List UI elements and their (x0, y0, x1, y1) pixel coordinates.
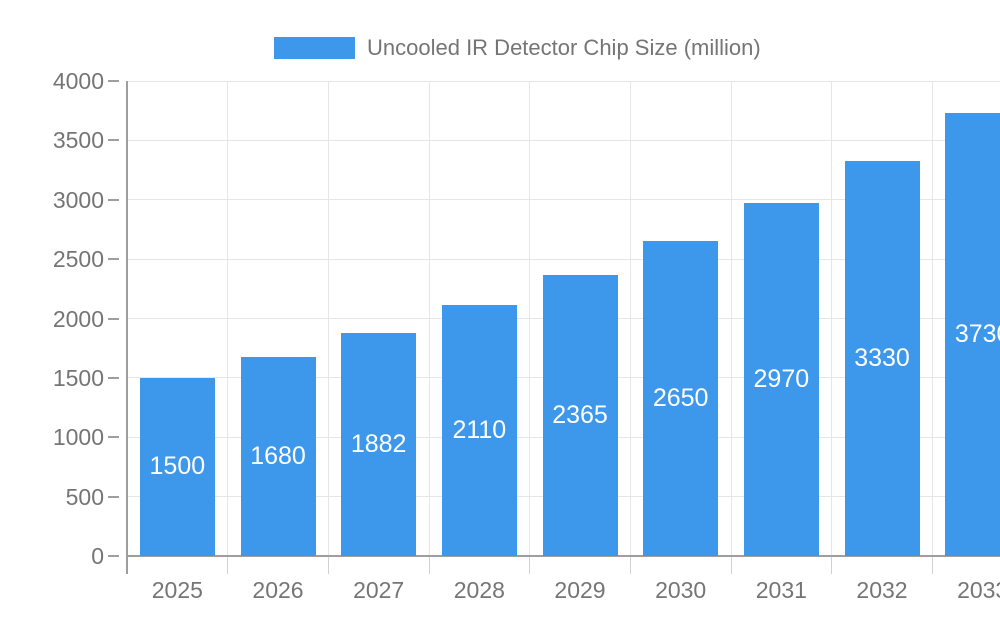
bar-value-label: 3330 (854, 343, 910, 372)
y-axis-label: 2000 (52, 305, 104, 332)
vertical-gridline (529, 81, 531, 556)
y-axis-tick-mark (108, 436, 119, 439)
bar-value-label: 1882 (350, 429, 407, 458)
vertical-gridline (629, 81, 631, 556)
x-axis-label: 2025 (151, 577, 203, 603)
bar-2031[interactable]: 2970 (743, 203, 819, 556)
x-axis-tick-mark (428, 556, 430, 574)
x-axis-label: 2032 (856, 577, 908, 603)
bar-2033[interactable]: 3730 (945, 113, 1000, 556)
horizontal-gridline (127, 80, 1000, 82)
bar-2029[interactable]: 2365 (542, 275, 618, 556)
bar-2026[interactable]: 1680 (240, 356, 316, 556)
x-axis-tick-mark (327, 556, 329, 574)
y-axis-label: 2500 (52, 246, 104, 273)
vertical-gridline (931, 81, 933, 556)
y-axis-label: 3000 (52, 186, 104, 213)
y-axis-tick-mark (108, 376, 119, 379)
y-axis-label: 1000 (52, 424, 104, 451)
vertical-gridline (831, 81, 833, 556)
x-axis-tick-mark (931, 556, 933, 574)
vertical-gridline (730, 81, 732, 556)
legend-item[interactable]: Uncooled IR Detector Chip Size (million) (274, 35, 761, 61)
y-axis-tick-mark (108, 258, 119, 261)
horizontal-gridline (127, 199, 1000, 201)
x-axis-tick-mark (529, 556, 531, 574)
legend-swatch (274, 37, 355, 59)
x-axis-label: 2033 (957, 577, 1000, 603)
y-axis-tick-mark (108, 495, 119, 498)
x-axis-line (126, 555, 1000, 557)
y-axis-tick-mark (108, 198, 119, 201)
y-axis-label: 4000 (52, 68, 104, 94)
bar-value-label: 2650 (652, 384, 709, 413)
bar-chart: Uncooled IR Detector Chip Size (million)… (40, 16, 1000, 616)
x-axis-label: 2029 (554, 577, 606, 603)
x-axis-tick-mark (227, 556, 229, 574)
x-axis-label: 2027 (353, 577, 405, 603)
vertical-gridline (428, 81, 430, 556)
bar-value-label: 2110 (452, 416, 507, 445)
bar-2025[interactable]: 1500 (139, 377, 215, 556)
x-axis-label: 2028 (453, 577, 505, 603)
bar-value-label: 2970 (753, 365, 810, 394)
bar-2032[interactable]: 3330 (844, 160, 920, 556)
horizontal-gridline (127, 139, 1000, 141)
bar-2027[interactable]: 1882 (341, 332, 417, 556)
bar-value-label: 1500 (149, 452, 206, 481)
y-axis-label: 0 (91, 543, 104, 569)
y-axis-label: 3500 (52, 127, 104, 154)
x-axis-label: 2030 (655, 577, 707, 603)
y-axis-tick-mark (108, 555, 119, 557)
horizontal-gridline (127, 258, 1000, 260)
bar-value-label: 2365 (552, 401, 608, 430)
bar-value-label: 3730 (954, 320, 1000, 349)
y-axis-line (126, 81, 128, 574)
x-axis-tick-mark (730, 556, 732, 574)
y-axis-tick-mark (108, 139, 119, 142)
y-axis-tick-mark (108, 80, 119, 82)
y-axis-label: 500 (65, 483, 104, 510)
y-axis-tick-mark (108, 317, 119, 320)
y-axis-label: 1500 (52, 364, 104, 391)
vertical-gridline (327, 81, 329, 556)
bar-value-label: 1680 (250, 441, 306, 470)
x-axis-tick-mark (831, 556, 833, 574)
x-axis-tick-mark (629, 556, 631, 574)
bar-2030[interactable]: 2650 (643, 241, 719, 556)
x-axis-label: 2031 (755, 577, 807, 603)
x-axis-label: 2026 (252, 577, 304, 603)
legend-label: Uncooled IR Detector Chip Size (million) (367, 35, 761, 60)
vertical-gridline (227, 81, 229, 556)
bar-2028[interactable]: 2110 (441, 305, 517, 556)
